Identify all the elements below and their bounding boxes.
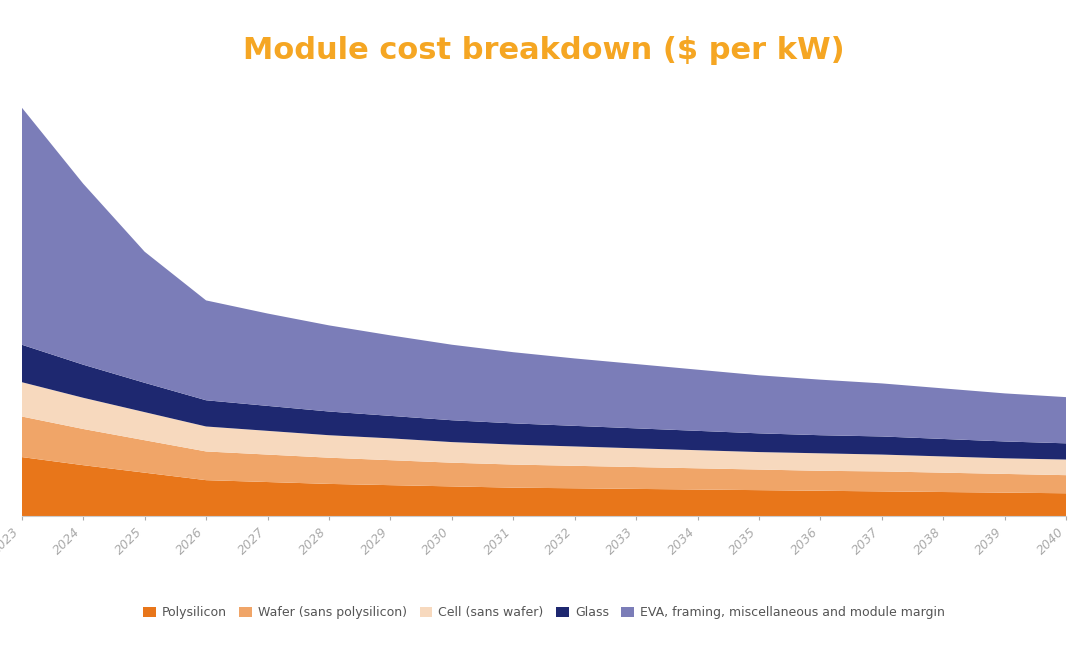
Title: Module cost breakdown ($ per kW): Module cost breakdown ($ per kW) bbox=[244, 36, 844, 65]
Legend: Polysilicon, Wafer (sans polysilicon), Cell (sans wafer), Glass, EVA, framing, m: Polysilicon, Wafer (sans polysilicon), C… bbox=[138, 601, 950, 624]
